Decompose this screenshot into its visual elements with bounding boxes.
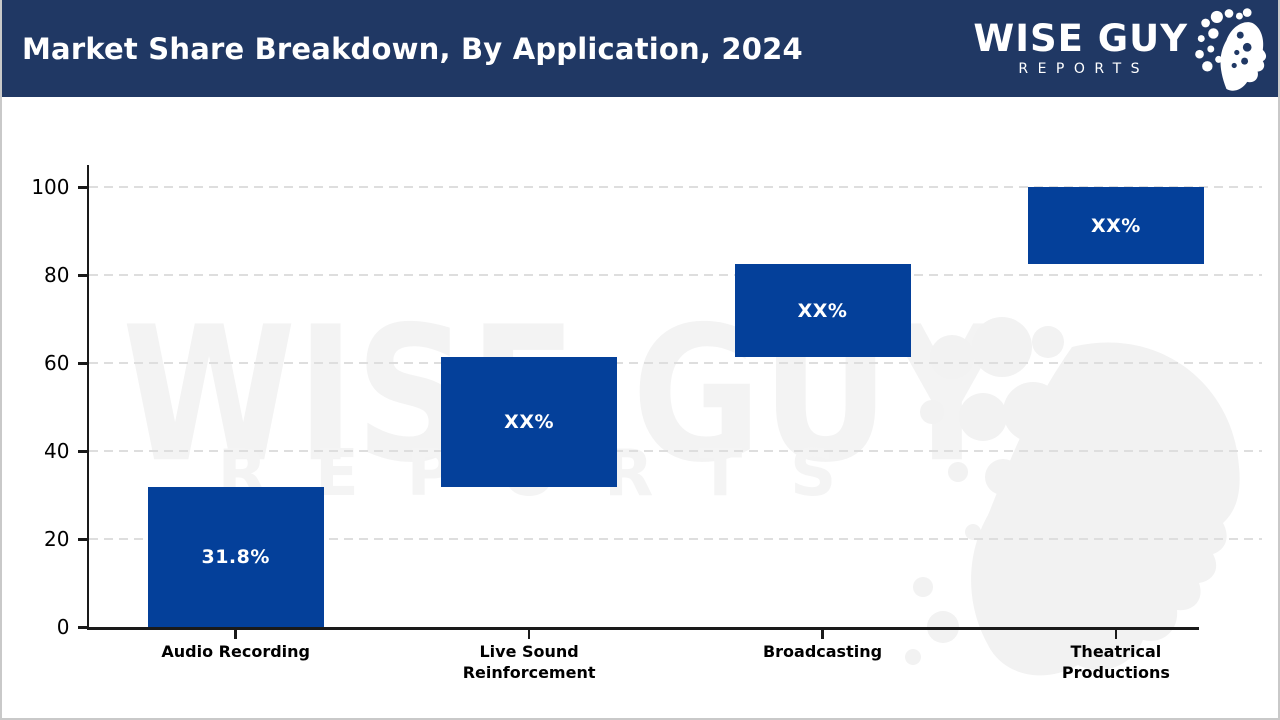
y-tick-0 (77, 626, 87, 629)
brand-wordmark: WISE GUY REPORTS (973, 20, 1188, 77)
y-tick-label-80: 80 (44, 263, 70, 287)
bar-live-sound-reinforcement: XX% (441, 357, 618, 488)
x-tick-label-line: Audio Recording (161, 641, 310, 661)
y-tick-100 (77, 186, 87, 189)
x-tick-label-line: Broadcasting (762, 641, 883, 661)
bar-value-label-broadcasting: XX% (797, 299, 848, 322)
x-tick-theatrical-productions (1114, 629, 1118, 639)
y-tick-label-60: 60 (44, 351, 70, 375)
x-tick-label-broadcasting: Broadcasting (708, 641, 938, 663)
gridline-60 (89, 362, 1262, 364)
x-tick-label-line: Reinforcement (462, 663, 596, 683)
x-tick-label-theatrical-productions: Theatrical Productions (1001, 641, 1231, 684)
x-tick-broadcasting (821, 629, 824, 639)
x-tick-audio-recording (234, 629, 237, 639)
gridline-100 (89, 186, 1262, 188)
bar-value-label-audio-recording: 31.8% (201, 546, 270, 569)
y-tick-label-20: 20 (44, 527, 70, 551)
brand-logo: WISE GUY REPORTS (973, 3, 1268, 95)
y-tick-label-0: 0 (56, 615, 70, 639)
bar-value-label-theatrical-productions: XX% (1090, 214, 1141, 237)
x-tick-label-line: Theatrical (1070, 641, 1162, 661)
brand-head-icon (1195, 7, 1267, 91)
title-bar: Market Share Breakdown, By Application, … (2, 0, 1278, 97)
x-tick-label-line: Productions (1061, 663, 1170, 683)
brand-name: WISE GUY (973, 17, 1188, 60)
bar-value-label-live-sound-reinforcement: XX% (504, 411, 555, 434)
y-tick-40 (77, 450, 87, 453)
page-title: Market Share Breakdown, By Application, … (22, 31, 803, 66)
gridline-40 (89, 450, 1262, 452)
x-tick-label-line: Live Sound (479, 641, 579, 661)
y-tick-60 (77, 362, 87, 365)
x-tick-label-audio-recording: Audio Recording (121, 641, 351, 663)
brand-subname: REPORTS (1018, 61, 1150, 77)
bar-audio-recording: 31.8% (147, 487, 324, 627)
x-tick-live-sound-reinforcement (527, 629, 531, 639)
x-axis-line (86, 627, 1199, 630)
y-tick-20 (77, 538, 87, 541)
gridline-80 (89, 274, 1262, 276)
x-tick-label-live-sound-reinforcement: Live Sound Reinforcement (414, 641, 644, 684)
y-tick-80 (77, 274, 87, 277)
y-tick-label-40: 40 (44, 439, 70, 463)
gridline-20 (89, 538, 1262, 540)
y-tick-label-100: 100 (31, 175, 70, 199)
watermark-head-dots-graphic (905, 317, 1240, 676)
bar-broadcasting: XX% (734, 264, 911, 358)
y-axis-line (86, 165, 89, 630)
bar-theatrical-productions: XX% (1027, 187, 1204, 265)
